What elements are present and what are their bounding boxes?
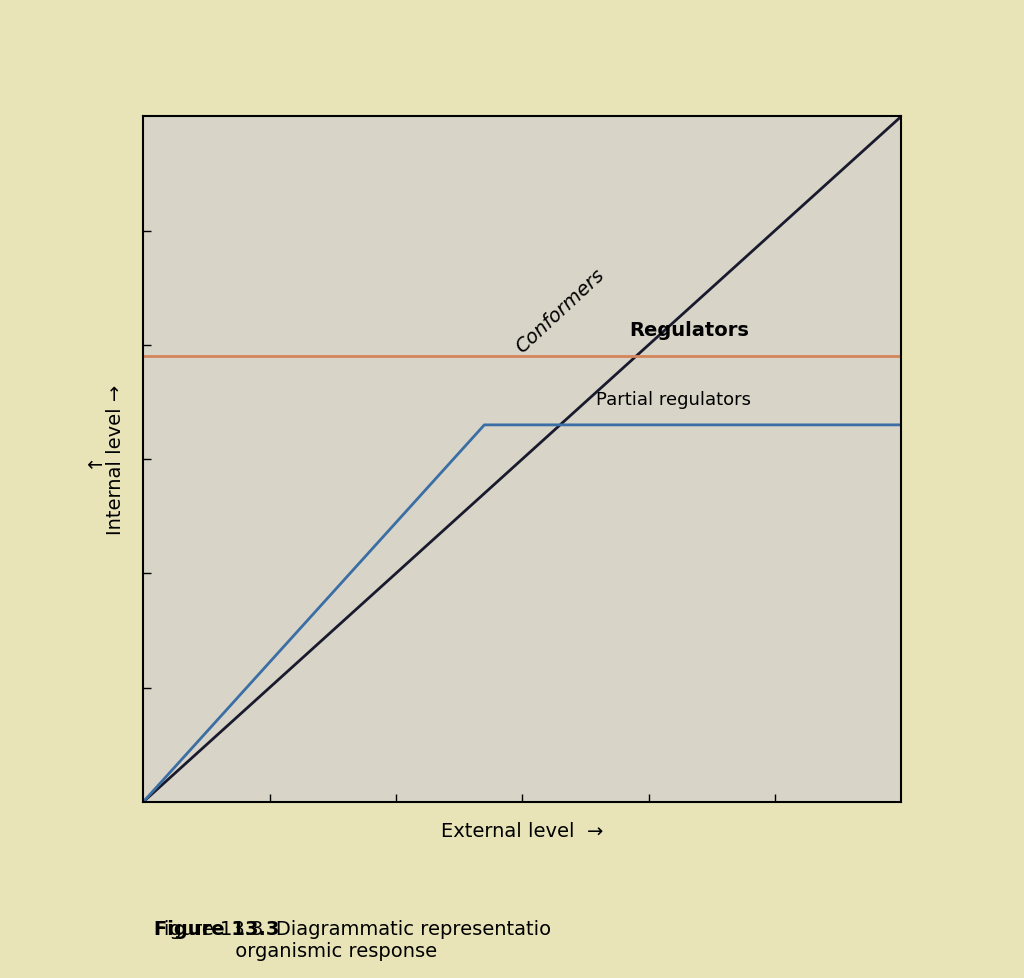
Text: Figure 13.3  Diagrammatic representatio
             organismic response: Figure 13.3 Diagrammatic representatio o… (154, 919, 551, 960)
Text: Figure 13.3: Figure 13.3 (154, 919, 279, 938)
X-axis label: External level  →: External level → (441, 821, 603, 840)
Text: Regulators: Regulators (629, 321, 749, 340)
Y-axis label: ↑
Internal level →: ↑ Internal level → (84, 384, 125, 535)
Text: Conformers: Conformers (512, 266, 608, 357)
Text: Partial regulators: Partial regulators (596, 390, 752, 409)
